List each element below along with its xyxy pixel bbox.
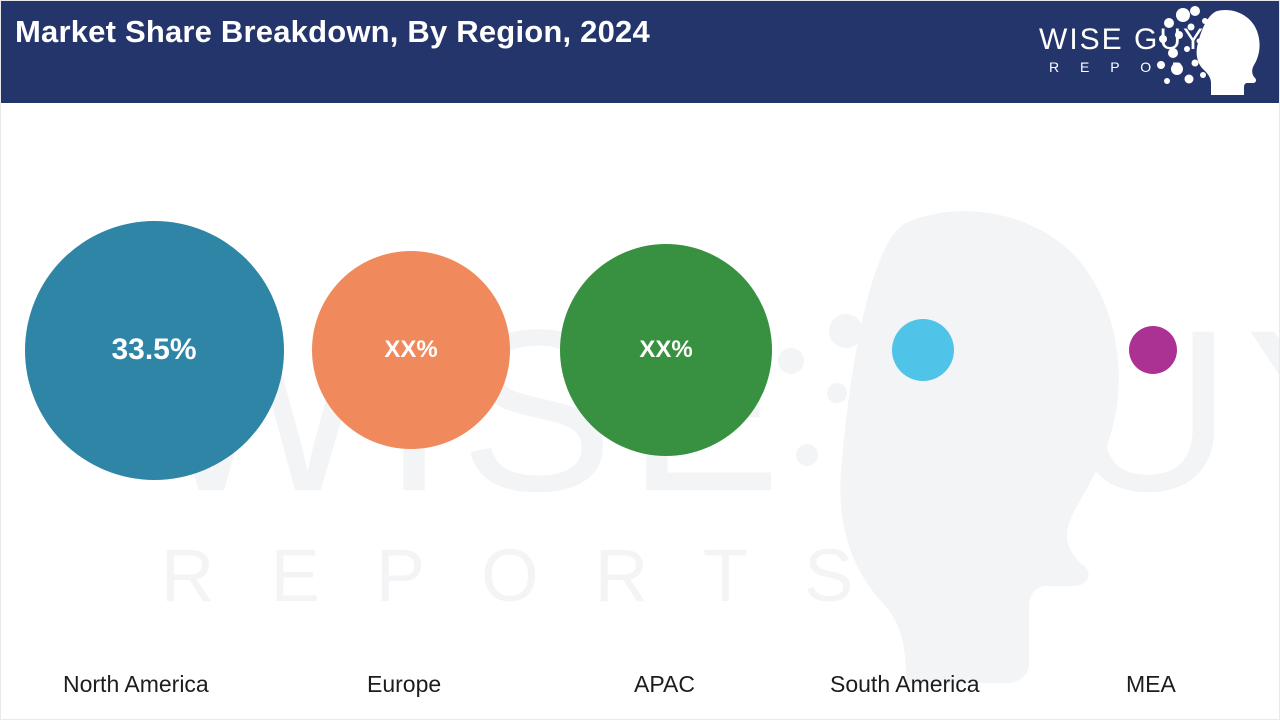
chart-header-bar: Market Share Breakdown, By Region, 2024 …: [1, 1, 1279, 103]
category-label-apac: APAC: [634, 671, 695, 697]
watermark-subwordmark: REPORTS: [161, 534, 910, 617]
bubble-europe[interactable]: XX%: [312, 251, 510, 449]
page-title: Market Share Breakdown, By Region, 2024: [15, 14, 650, 49]
bubble-north-america[interactable]: 33.5%: [24, 220, 284, 480]
category-label-north-america: North America: [63, 671, 209, 697]
bubble-chart-plot: WISE GUY REPORTS 33.5%XX%XX% North Ameri…: [1, 103, 1279, 719]
wise-guy-reports-logo: WISE GUY R E P O R T S: [1019, 5, 1275, 97]
category-label-south-america: South America: [830, 671, 980, 697]
head-profile-icon: [1157, 6, 1260, 95]
category-label-mea: MEA: [1126, 671, 1176, 697]
category-label-europe: Europe: [367, 671, 442, 697]
bubble-apac[interactable]: XX%: [560, 244, 772, 456]
bubble-mea[interactable]: [1129, 326, 1177, 374]
bubble-south-america[interactable]: [892, 319, 954, 381]
